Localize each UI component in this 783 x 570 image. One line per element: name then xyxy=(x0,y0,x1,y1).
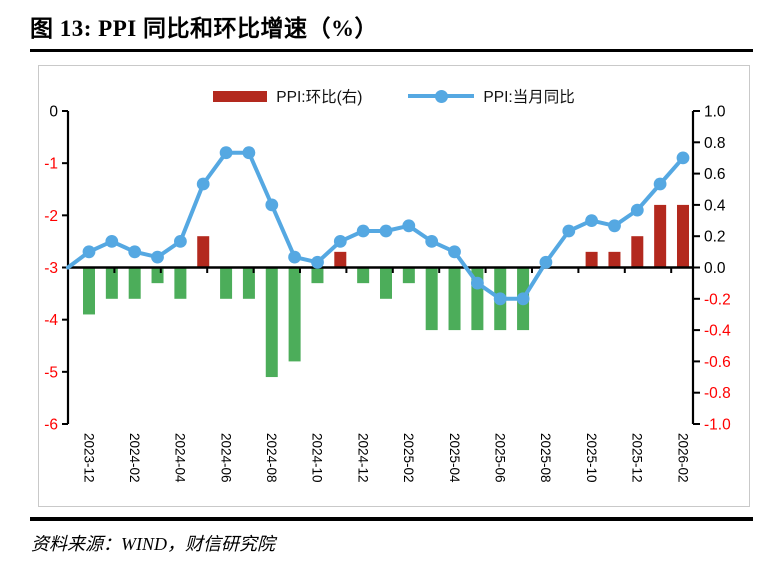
legend-marker-dot xyxy=(434,89,448,103)
ppi-yoy-point xyxy=(676,151,690,165)
ppi-yoy-line xyxy=(66,150,685,301)
x-axis-label: 2025-04 xyxy=(447,433,462,483)
x-axis-label: 2025-10 xyxy=(584,433,599,483)
figure-title: 图 13: PPI 同比和环比增速（%） xyxy=(30,16,378,41)
title-divider xyxy=(30,49,753,52)
source-note: 资料来源：WIND，财信研究院 xyxy=(31,534,275,554)
chart-frame: PPI:环比(右) PPI:当月同比 xyxy=(38,65,750,507)
x-axis-label: 2024-04 xyxy=(173,433,188,483)
x-axis-label: 2025-12 xyxy=(630,433,645,483)
left-axis-label: -6 xyxy=(44,417,58,434)
ppi-mom-bar xyxy=(631,236,644,268)
legend-item-yoy: PPI:当月同比 xyxy=(408,85,575,107)
legend-bar-swatch xyxy=(213,90,268,102)
ppi-mom-bar xyxy=(288,267,301,362)
right-axis-label: 0.8 xyxy=(704,135,726,152)
right-axis-label: 0.2 xyxy=(704,229,726,246)
ppi-yoy-point xyxy=(539,255,553,269)
x-axis-label: 2024-12 xyxy=(355,433,370,483)
x-axis-label: 2024-06 xyxy=(218,433,233,483)
ppi-yoy-point xyxy=(379,224,393,238)
right-axis-label: -0.6 xyxy=(704,354,731,371)
ppi-mom-bar xyxy=(311,267,324,284)
ppi-yoy-point xyxy=(562,224,576,238)
right-axis-label: 0.6 xyxy=(704,166,726,183)
right-axis-label: 0.4 xyxy=(704,197,726,214)
ppi-mom-bar xyxy=(379,267,392,299)
ppi-mom-bar xyxy=(265,267,278,378)
x-axis-label: 2026-02 xyxy=(675,433,690,483)
ppi-yoy-point xyxy=(196,177,210,191)
left-axis-label: 0 xyxy=(49,104,58,121)
x-axis-label: 2024-10 xyxy=(310,433,325,483)
ppi-yoy-point xyxy=(516,292,530,306)
ppi-yoy-point xyxy=(311,255,324,269)
x-axis-label: 2024-08 xyxy=(264,433,279,483)
ppi-mom-bar xyxy=(83,267,95,315)
ppi-yoy-point xyxy=(630,203,644,217)
ppi-yoy-point xyxy=(653,177,667,191)
ppi-mom-bar xyxy=(654,204,667,268)
left-axis-label: -2 xyxy=(44,208,58,225)
x-axis-label: 2025-02 xyxy=(401,433,416,483)
ppi-mom-bar xyxy=(105,267,118,299)
chart-legend: PPI:环比(右) PPI:当月同比 xyxy=(39,85,749,107)
ppi-yoy-point xyxy=(493,292,507,306)
source-divider xyxy=(30,517,753,521)
left-axis-label: -1 xyxy=(44,156,58,173)
left-axis-label: -4 xyxy=(44,312,58,329)
ppi-yoy-point xyxy=(219,146,233,160)
left-axis-label: -3 xyxy=(44,260,58,277)
ppi-mom-bar xyxy=(357,267,370,284)
x-axis-label: 2025-08 xyxy=(538,433,553,483)
ppi-yoy-point xyxy=(425,235,439,248)
ppi-mom-bar xyxy=(220,267,233,299)
legend-label-mom: PPI:环比(右) xyxy=(276,89,363,106)
ppi-yoy-point xyxy=(105,235,119,248)
x-axis-label: 2025-06 xyxy=(493,433,508,483)
ppi-mom-bar xyxy=(425,267,438,331)
legend-line-swatch xyxy=(408,89,475,103)
ppi-mom-bar xyxy=(676,204,689,268)
ppi-yoy-point xyxy=(265,198,279,212)
ppi-yoy-point xyxy=(242,146,256,160)
ppi-yoy-point xyxy=(82,245,96,259)
ppi-mom-bar xyxy=(197,236,210,268)
right-axis-label: 1.0 xyxy=(704,104,726,121)
ppi-mom-bar xyxy=(334,251,347,268)
ppi-yoy-point xyxy=(402,219,416,233)
ppi-yoy-point xyxy=(448,245,461,259)
legend-item-mom: PPI:环比(右) xyxy=(213,85,362,107)
ppi-yoy-point xyxy=(288,250,301,264)
ppi-yoy-point xyxy=(585,214,598,228)
ppi-mom-bar xyxy=(242,267,255,299)
right-axis-label: -0.4 xyxy=(704,323,731,340)
ppi-yoy-point xyxy=(333,235,347,248)
ppi-yoy-point xyxy=(471,276,484,290)
ppi-yoy-point xyxy=(356,224,370,238)
x-axis-label: 2024-02 xyxy=(127,433,142,483)
right-axis-label: -1.0 xyxy=(704,417,731,434)
ppi-mom-bar xyxy=(585,251,598,268)
right-axis-label: -0.2 xyxy=(704,291,731,308)
ppi-yoy-point xyxy=(151,250,164,264)
ppi-yoy-point xyxy=(608,219,621,233)
ppi-yoy-point xyxy=(174,235,187,248)
ppi-mom-bar xyxy=(174,267,187,299)
ppi-mom-bar xyxy=(402,267,415,284)
left-axis-label: -5 xyxy=(44,364,58,381)
x-axis-label: 2023-12 xyxy=(81,433,96,483)
ppi-mom-bar xyxy=(608,251,621,268)
right-axis-label: 0.0 xyxy=(704,260,726,277)
ppi-mom-bar xyxy=(448,267,461,331)
ppi-yoy-point xyxy=(128,245,142,259)
ppi-mom-bar xyxy=(128,267,141,299)
legend-label-yoy: PPI:当月同比 xyxy=(483,89,575,106)
right-axis-label: -0.8 xyxy=(704,385,731,402)
